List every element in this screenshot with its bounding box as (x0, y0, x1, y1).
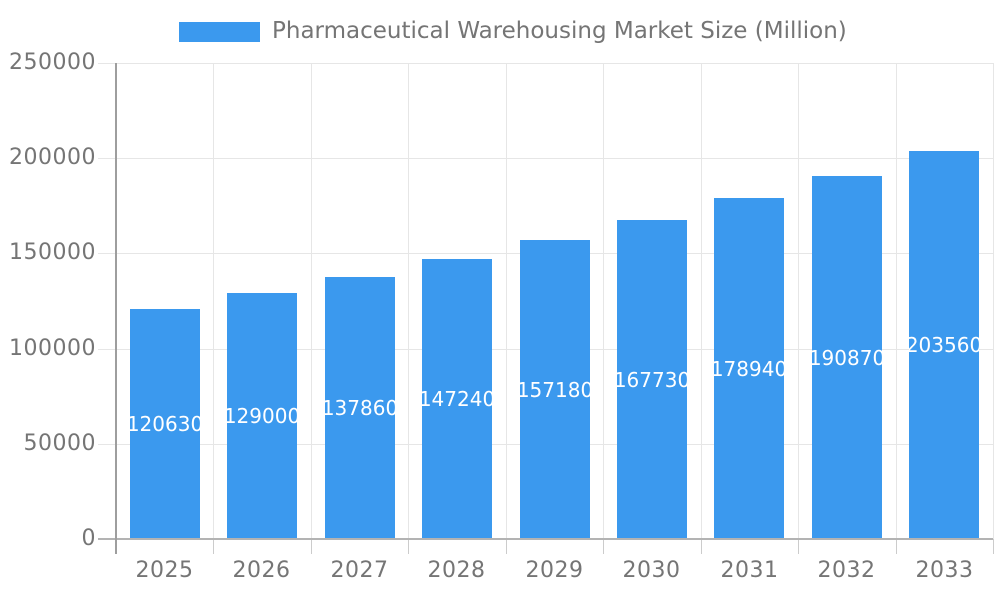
bar-value-label: 178940 (714, 356, 784, 381)
category-gridline (311, 63, 312, 539)
bar-value-label: 137860 (325, 396, 395, 420)
y-axis-tick-label: 100000 (9, 336, 96, 361)
x-axis-tick (993, 539, 994, 554)
category-gridline (506, 63, 507, 539)
x-axis-tick (603, 539, 604, 554)
category-gridline (896, 63, 897, 539)
x-axis-tick (896, 539, 897, 554)
bar: 129000 (227, 293, 297, 539)
x-axis-category-label: 2031 (720, 558, 779, 583)
x-axis-tick (408, 539, 409, 554)
x-axis-tick (701, 539, 702, 554)
category-gridline (603, 63, 604, 539)
bar-value-label: 147240 (422, 387, 492, 411)
category-gridline (701, 63, 702, 539)
y-axis-tick-label: 250000 (9, 50, 96, 75)
x-axis-line (98, 538, 993, 540)
x-axis-category-label: 2026 (232, 558, 291, 583)
y-axis-tick-label: 0 (81, 526, 96, 551)
bar-value-label: 129000 (227, 404, 297, 428)
category-gridline (993, 63, 994, 539)
x-axis-category-label: 2029 (525, 558, 584, 583)
x-axis-category-label: 2025 (135, 558, 194, 583)
bar: 120630 (130, 309, 200, 539)
category-gridline (798, 63, 799, 539)
x-axis-tick (311, 539, 312, 554)
bar-value-label: 167730 (617, 367, 687, 392)
y-axis-tick-label: 50000 (23, 431, 96, 456)
bar-value-label: 190870 (812, 345, 882, 370)
bar: 137860 (325, 277, 395, 539)
bar: 147240 (422, 259, 492, 539)
x-axis-category-label: 2030 (622, 558, 681, 583)
x-axis-category-label: 2027 (330, 558, 389, 583)
category-gridline (213, 63, 214, 539)
x-axis-category-label: 2032 (817, 558, 876, 583)
bar: 203560 (909, 151, 979, 539)
y-axis-tick-label: 200000 (9, 145, 96, 170)
y-gridline (98, 158, 993, 159)
y-gridline (98, 63, 993, 64)
bar-value-label: 120630 (130, 412, 200, 436)
bar-value-label: 203560 (909, 333, 979, 357)
x-axis-category-label: 2033 (915, 558, 974, 583)
y-axis-tick-label: 150000 (9, 240, 96, 265)
bar: 157180 (520, 240, 590, 539)
bar-value-label: 157180 (520, 377, 590, 402)
legend-swatch (179, 21, 260, 42)
bar: 190870 (812, 176, 882, 539)
category-gridline (408, 63, 409, 539)
x-axis-category-label: 2028 (427, 558, 486, 583)
x-axis-tick (506, 539, 507, 554)
y-axis-line (115, 63, 117, 554)
x-axis-tick (798, 539, 799, 554)
bar: 167730 (617, 220, 687, 539)
legend-item[interactable]: Pharmaceutical Warehousing Market Size (… (179, 18, 847, 44)
bar: 178940 (714, 198, 784, 539)
legend-label: Pharmaceutical Warehousing Market Size (… (272, 18, 847, 44)
x-axis-tick (213, 539, 214, 554)
